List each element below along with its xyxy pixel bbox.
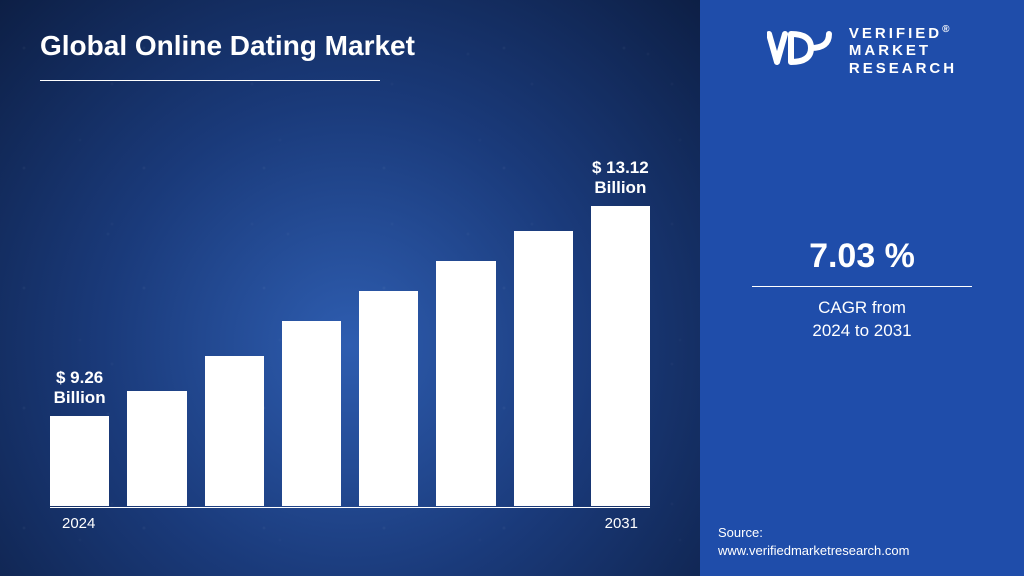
bar-label-last: $ 13.12Billion: [592, 158, 649, 198]
brand-logo: VERIFIED® MARKET RESEARCH: [767, 24, 957, 77]
logo-mark-icon: [767, 28, 839, 72]
cagr-underline: [752, 286, 972, 287]
bar: [205, 356, 264, 506]
cagr-caption: CAGR from 2024 to 2031: [718, 297, 1006, 343]
source-block: Source: www.verifiedmarketresearch.com: [718, 524, 909, 560]
brand-text: VERIFIED® MARKET RESEARCH: [849, 24, 957, 77]
bar-2029: [436, 261, 495, 506]
bar: [282, 321, 341, 506]
bar: [359, 291, 418, 506]
x-axis-start: 2024: [62, 515, 95, 532]
bar-2026: [205, 356, 264, 506]
x-axis-line: [50, 507, 650, 508]
bar-2025: [127, 391, 186, 506]
cagr-caption-line2: 2024 to 2031: [812, 321, 911, 340]
brand-line1: VERIFIED: [849, 25, 942, 42]
brand-line3: RESEARCH: [849, 60, 957, 77]
bar-2031: $ 13.12Billion: [591, 206, 650, 506]
x-axis-labels: 2024 2031: [50, 515, 650, 532]
bar-label-first: $ 9.26Billion: [54, 368, 106, 408]
bar: [127, 391, 186, 506]
bar-chart: $ 9.26Billion$ 13.12Billion 2024 2031: [50, 146, 650, 526]
bar: [50, 416, 109, 506]
bar-2024: $ 9.26Billion: [50, 416, 109, 506]
bar-2030: [514, 231, 573, 506]
left-panel: Global Online Dating Market $ 9.26Billio…: [0, 0, 700, 576]
cagr-block: 7.03 % CAGR from 2024 to 2031: [718, 237, 1006, 343]
source-label: Source:: [718, 524, 909, 542]
cagr-caption-line1: CAGR from: [818, 298, 906, 317]
source-url: www.verifiedmarketresearch.com: [718, 542, 909, 560]
cagr-value: 7.03 %: [718, 237, 1006, 276]
bar: [436, 261, 495, 506]
bar-2027: [282, 321, 341, 506]
bar-2028: [359, 291, 418, 506]
title-underline: [40, 80, 380, 81]
bar: [591, 206, 650, 506]
brand-line2: MARKET: [849, 42, 957, 59]
chart-title: Global Online Dating Market: [40, 30, 660, 62]
bar: [514, 231, 573, 506]
x-axis-end: 2031: [605, 515, 638, 532]
right-panel: VERIFIED® MARKET RESEARCH 7.03 % CAGR fr…: [700, 0, 1024, 576]
registered-mark: ®: [942, 24, 952, 35]
